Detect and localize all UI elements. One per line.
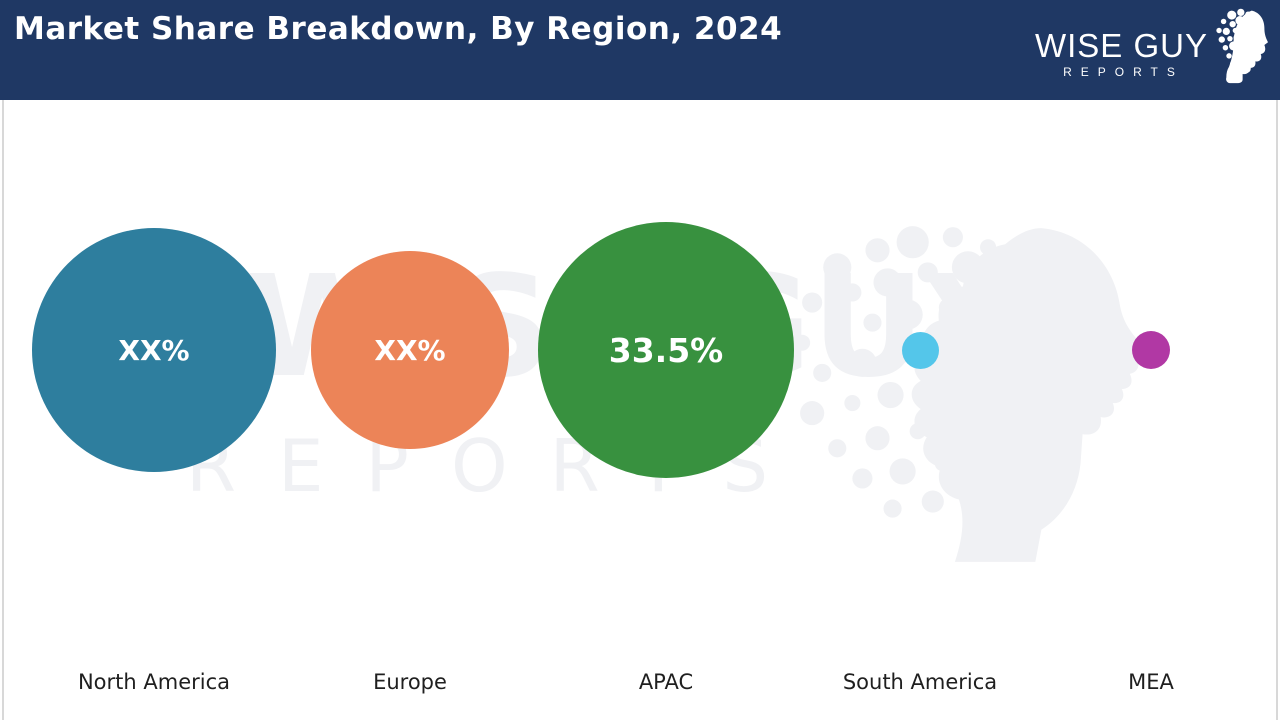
bubble-mea (1132, 331, 1170, 369)
right-edge-line (1276, 100, 1278, 720)
header: Market Share Breakdown, By Region, 2024 … (0, 0, 1280, 100)
bubble-europe: XX% (311, 251, 509, 449)
chart-area: WISE GUY REPORTS XX%North AmericaXX%Euro… (0, 100, 1280, 720)
category-label-europe: Europe (373, 670, 447, 694)
brand-name: WISE GUY (1034, 26, 1208, 64)
brand-logo: WISE GUY REPORTS (1035, 5, 1268, 85)
brand-text: WISE GUY REPORTS (1035, 29, 1208, 78)
left-edge-line (2, 100, 4, 720)
category-label-mea: MEA (1128, 670, 1174, 694)
category-label-north-america: North America (77, 670, 231, 694)
head-profile-dots-icon (1216, 8, 1268, 84)
category-label-apac: APAC (638, 670, 694, 694)
category-label-south-america: South America (842, 670, 998, 694)
brand-subtitle: REPORTS (1063, 64, 1184, 79)
watermark-head-profile-dots-icon (794, 226, 1146, 562)
bubble-south-america (901, 331, 939, 369)
bubble-north-america: XX% (32, 228, 276, 472)
page-title: Market Share Breakdown, By Region, 2024 (14, 11, 783, 47)
bubble-apac: 33.5% (538, 222, 794, 478)
